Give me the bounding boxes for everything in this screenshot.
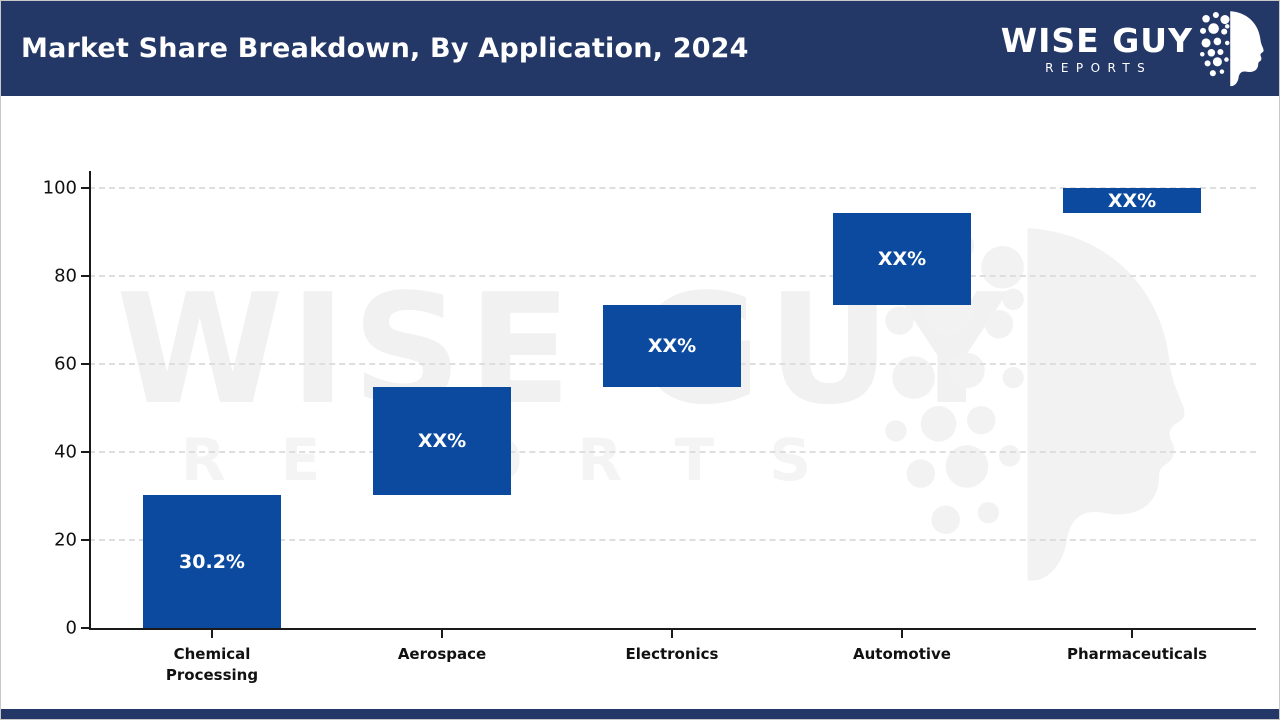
x-tick bbox=[901, 630, 903, 638]
gridline bbox=[89, 539, 1256, 541]
bar-value-label: 30.2% bbox=[179, 550, 245, 573]
y-tick-label: 0 bbox=[65, 617, 77, 639]
gridline bbox=[89, 187, 1256, 189]
y-tick-label: 100 bbox=[42, 177, 77, 199]
y-tick bbox=[81, 363, 89, 365]
y-tick bbox=[81, 187, 89, 189]
chart-title: Market Share Breakdown, By Application, … bbox=[21, 33, 749, 64]
logo-wordmark: WISE GUY bbox=[1000, 20, 1193, 60]
wiseguy-logo: WISE GUY REPORTS bbox=[1001, 7, 1265, 91]
x-category-label: Automotive bbox=[853, 645, 951, 663]
gridline bbox=[89, 451, 1256, 453]
header: Market Share Breakdown, By Application, … bbox=[1, 1, 1279, 96]
wiseguy-head-icon bbox=[1200, 11, 1264, 87]
x-tick bbox=[211, 630, 213, 638]
y-tick bbox=[81, 451, 89, 453]
bar-aerospace: XX% bbox=[373, 387, 511, 496]
logo-text: WISE GUY REPORTS bbox=[1000, 20, 1193, 75]
logo-subtext: REPORTS bbox=[1045, 60, 1153, 75]
x-tick bbox=[1131, 630, 1133, 638]
gridline bbox=[89, 275, 1256, 277]
bar-value-label: XX% bbox=[417, 430, 467, 453]
y-tick-label: 40 bbox=[54, 441, 77, 463]
bar-automotive: XX% bbox=[833, 213, 971, 305]
x-category-label: Electronics bbox=[625, 645, 719, 663]
watermark-subtext: REPORTS bbox=[181, 426, 867, 494]
footer-bar bbox=[1, 709, 1279, 719]
bar-chemical-processing: 30.2% bbox=[143, 495, 281, 628]
x-category-label: Aerospace bbox=[397, 645, 487, 663]
bar-electronics: XX% bbox=[603, 304, 741, 388]
bar-pharmaceuticals: XX% bbox=[1063, 188, 1201, 214]
x-category-label: Pharmaceuticals bbox=[1067, 645, 1208, 663]
x-category-label: Chemical Processing bbox=[165, 645, 259, 684]
y-tick-label: 20 bbox=[54, 529, 77, 551]
y-axis bbox=[89, 171, 91, 630]
bar-value-label: XX% bbox=[877, 247, 927, 270]
y-tick bbox=[81, 275, 89, 277]
bar-value-label: XX% bbox=[647, 334, 697, 357]
y-tick bbox=[81, 627, 89, 629]
chart-area: WISE GUY REPORTS 30.2% XX% XX% XX% XX% 0 20 40 6… bbox=[1, 96, 1279, 711]
y-tick bbox=[81, 539, 89, 541]
y-tick-label: 60 bbox=[54, 353, 77, 375]
x-tick bbox=[671, 630, 673, 638]
bar-value-label: XX% bbox=[1107, 189, 1157, 212]
x-tick bbox=[441, 630, 443, 638]
x-axis bbox=[89, 628, 1256, 630]
y-tick-label: 80 bbox=[54, 265, 77, 287]
